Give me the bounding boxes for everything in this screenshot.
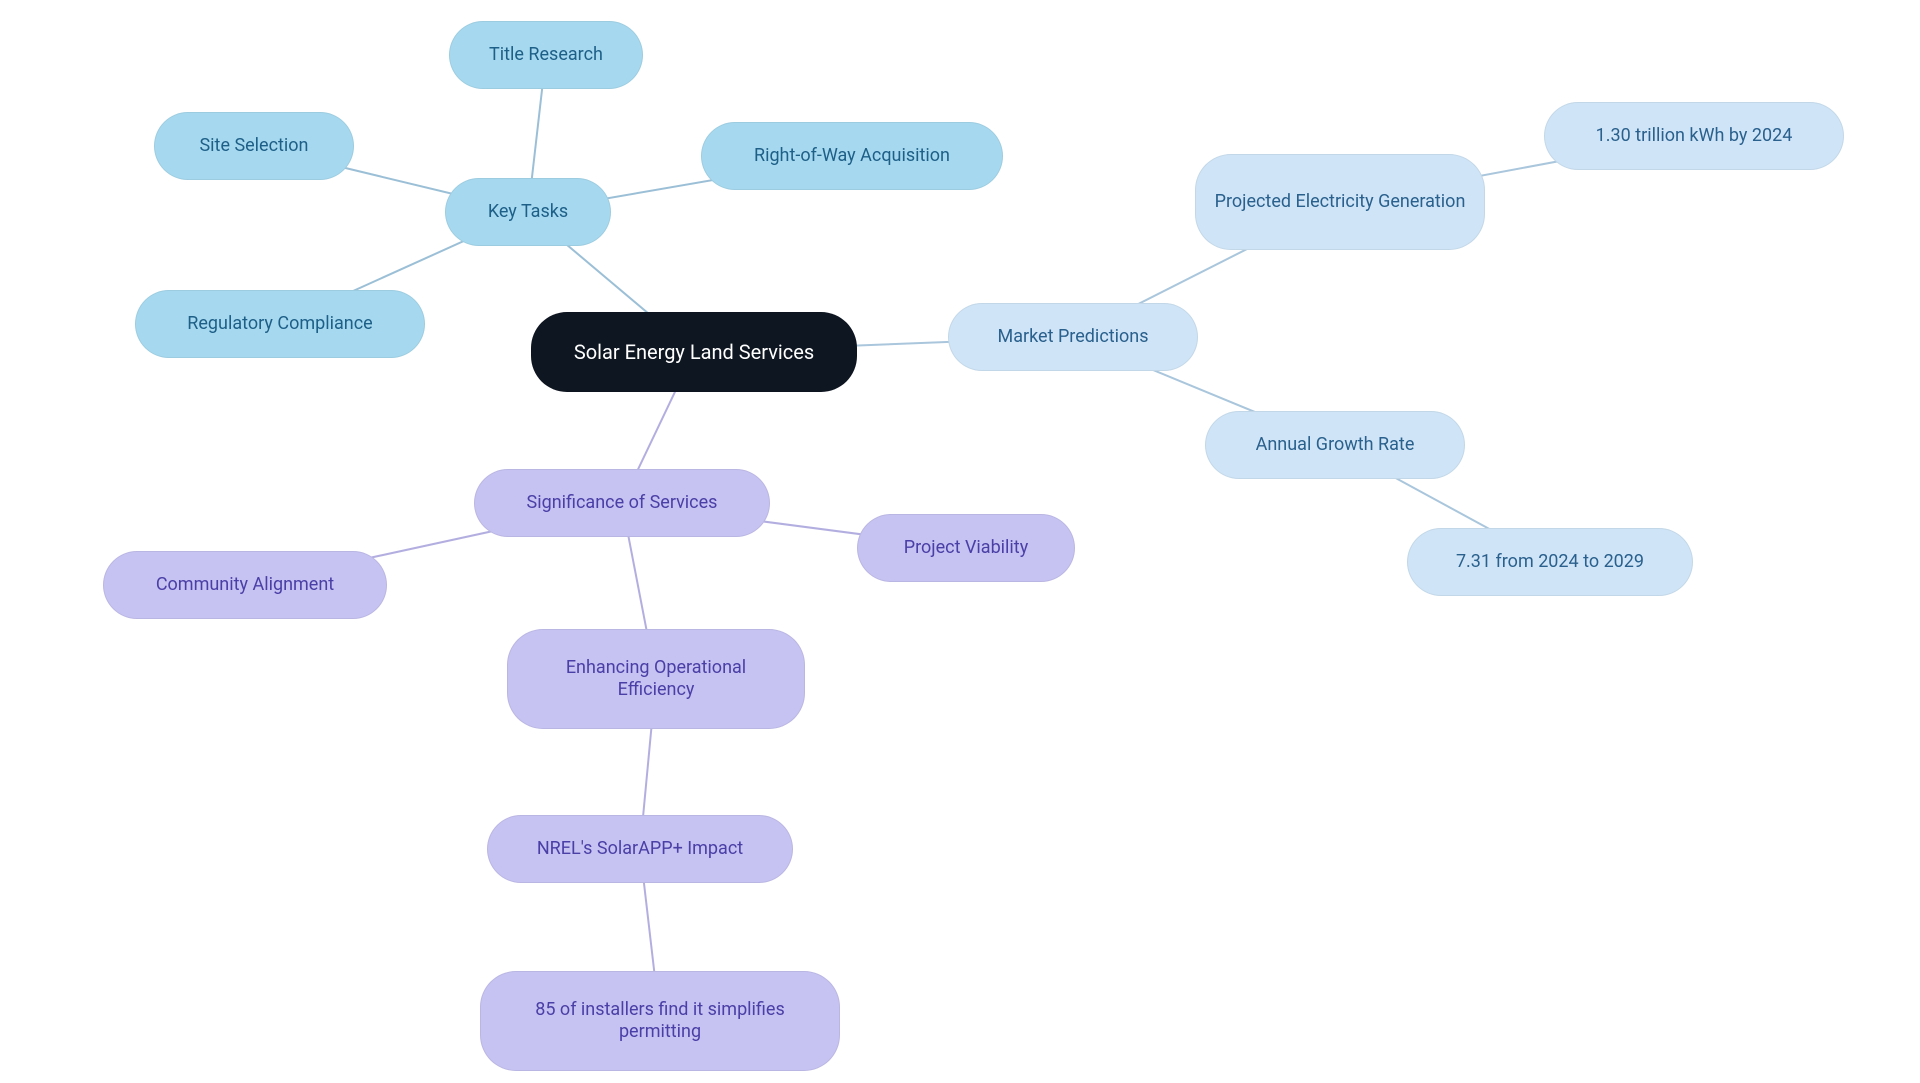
node-growth: Annual Growth Rate xyxy=(1205,411,1465,479)
node-label: Site Selection xyxy=(199,135,308,158)
node-label: Solar Energy Land Services xyxy=(574,340,814,365)
node-sig: Significance of Services xyxy=(474,469,770,537)
node-label: Title Research xyxy=(489,44,603,67)
node-label: Market Predictions xyxy=(998,326,1149,349)
node-label: Projected Electricity Generation xyxy=(1215,191,1466,214)
node-label: Annual Growth Rate xyxy=(1256,434,1415,457)
node-label: Right-of-Way Acquisition xyxy=(754,145,950,168)
node-label: 7.31 from 2024 to 2029 xyxy=(1456,551,1644,574)
node-label: Key Tasks xyxy=(488,201,568,224)
node-site: Site Selection xyxy=(154,112,354,180)
node-proj: Projected Electricity Generation xyxy=(1195,154,1485,250)
node-nrel: NREL's SolarAPP+ Impact xyxy=(487,815,793,883)
node-eff: Enhancing Operational Efficiency xyxy=(507,629,805,729)
node-label: Regulatory Compliance xyxy=(187,313,372,336)
node-label: 1.30 trillion kWh by 2024 xyxy=(1596,125,1793,148)
node-row: Right-of-Way Acquisition xyxy=(701,122,1003,190)
node-title: Title Research xyxy=(449,21,643,89)
node-installers: 85 of installers find it simplifies perm… xyxy=(480,971,840,1071)
node-label: Project Viability xyxy=(904,537,1028,560)
node-label: 85 of installers find it simplifies perm… xyxy=(499,999,821,1044)
node-key: Key Tasks xyxy=(445,178,611,246)
node-root: Solar Energy Land Services xyxy=(531,312,857,392)
node-reg: Regulatory Compliance xyxy=(135,290,425,358)
node-label: Significance of Services xyxy=(527,492,718,515)
node-label: Community Alignment xyxy=(156,574,334,597)
node-market: Market Predictions xyxy=(948,303,1198,371)
node-label: Enhancing Operational Efficiency xyxy=(526,657,786,702)
node-kwh: 1.30 trillion kWh by 2024 xyxy=(1544,102,1844,170)
mindmap-diagram: Solar Energy Land Services Key Tasks Title… xyxy=(0,0,1920,1083)
node-label: NREL's SolarAPP+ Impact xyxy=(537,838,743,861)
node-comm: Community Alignment xyxy=(103,551,387,619)
node-proj_v: Project Viability xyxy=(857,514,1075,582)
node-rate: 7.31 from 2024 to 2029 xyxy=(1407,528,1693,596)
